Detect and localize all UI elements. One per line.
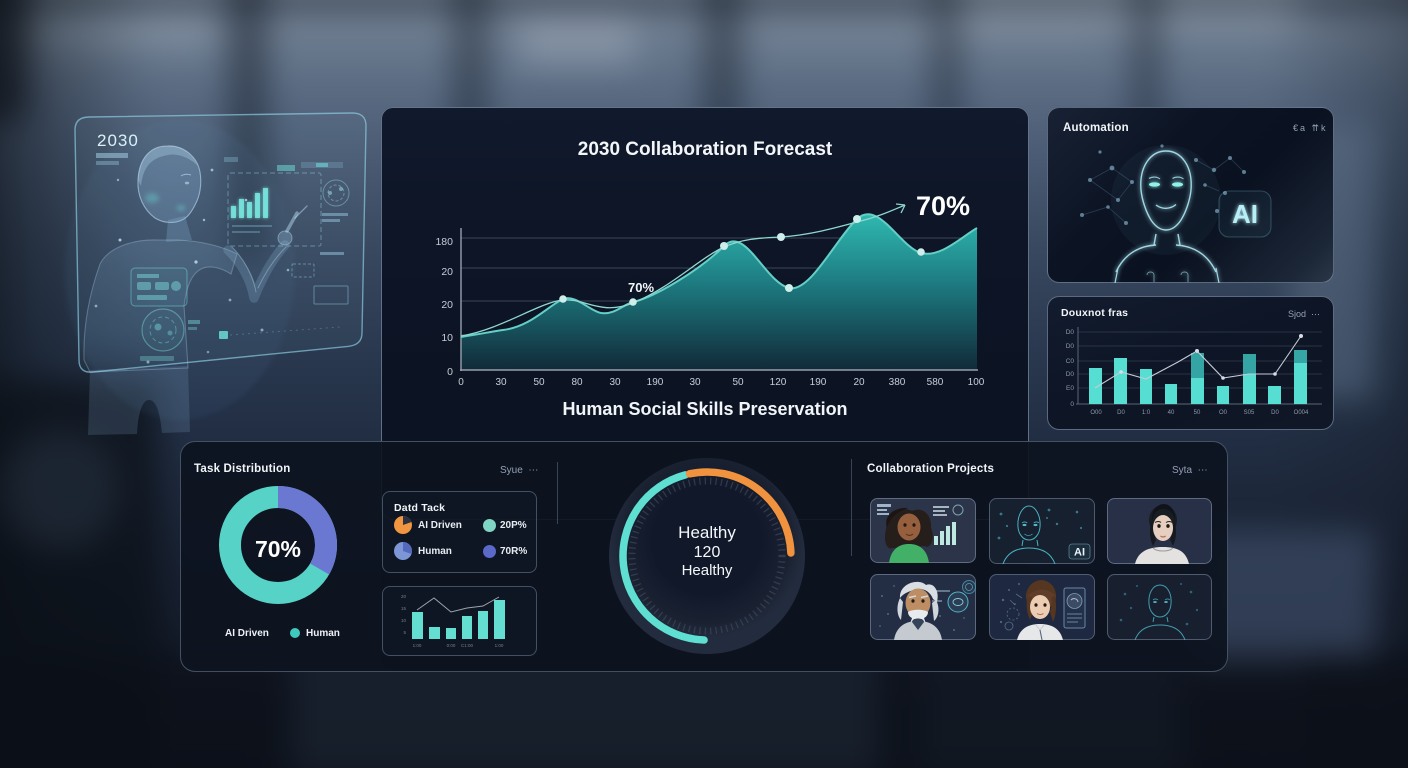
svg-text:D0: D0	[1066, 329, 1075, 336]
svg-text:2030: 2030	[97, 131, 139, 150]
svg-text:580: 580	[927, 377, 944, 388]
svg-text:AI: AI	[1074, 547, 1085, 559]
svg-text:70%: 70%	[255, 536, 301, 562]
svg-text:30: 30	[609, 377, 621, 388]
svg-text:O004: O004	[1294, 410, 1309, 416]
svg-text:Healthy: Healthy	[682, 562, 733, 579]
svg-text:120: 120	[694, 544, 721, 561]
svg-text:Healthy: Healthy	[678, 523, 736, 542]
svg-text:50: 50	[1194, 410, 1201, 416]
svg-text:1:0: 1:0	[1142, 410, 1151, 416]
svg-text:380: 380	[889, 377, 906, 388]
svg-text:0:00: 0:00	[447, 643, 456, 648]
svg-text:180: 180	[435, 236, 453, 248]
svg-text:1:00: 1:00	[413, 643, 422, 648]
svg-text:0: 0	[447, 366, 453, 378]
svg-text:S05: S05	[1244, 410, 1255, 416]
svg-text:1:00: 1:00	[495, 643, 504, 648]
svg-text:O00: O00	[1090, 410, 1102, 416]
svg-text:D0: D0	[1117, 410, 1125, 416]
svg-text:10: 10	[441, 332, 453, 344]
svg-text:D0: D0	[1271, 410, 1279, 416]
svg-text:5: 5	[403, 630, 406, 635]
svg-text:20: 20	[441, 266, 453, 278]
svg-text:30: 30	[689, 377, 701, 388]
svg-text:50: 50	[732, 377, 744, 388]
svg-text:C0: C0	[1066, 358, 1075, 365]
svg-text:10: 10	[401, 618, 407, 623]
svg-text:40: 40	[1168, 410, 1175, 416]
svg-text:20: 20	[853, 377, 865, 388]
svg-text:120: 120	[770, 377, 787, 388]
svg-text:D0: D0	[1066, 371, 1075, 378]
svg-text:190: 190	[647, 377, 664, 388]
svg-text:D0: D0	[1066, 343, 1075, 350]
svg-text:AI: AI	[1232, 199, 1258, 229]
svg-text:0: 0	[458, 377, 464, 388]
svg-text:100: 100	[968, 377, 985, 388]
svg-text:190: 190	[810, 377, 827, 388]
svg-text:70%: 70%	[628, 280, 654, 295]
svg-text:20: 20	[401, 594, 407, 599]
svg-text:0: 0	[1070, 401, 1074, 408]
svg-text:20: 20	[441, 299, 453, 311]
svg-text:15: 15	[401, 606, 407, 611]
svg-text:E0: E0	[1066, 385, 1074, 392]
svg-text:C1:00: C1:00	[461, 643, 474, 648]
svg-text:50: 50	[533, 377, 545, 388]
svg-text:70%: 70%	[916, 191, 970, 221]
svg-text:80: 80	[571, 377, 583, 388]
svg-text:O0: O0	[1219, 410, 1228, 416]
svg-text:30: 30	[495, 377, 507, 388]
